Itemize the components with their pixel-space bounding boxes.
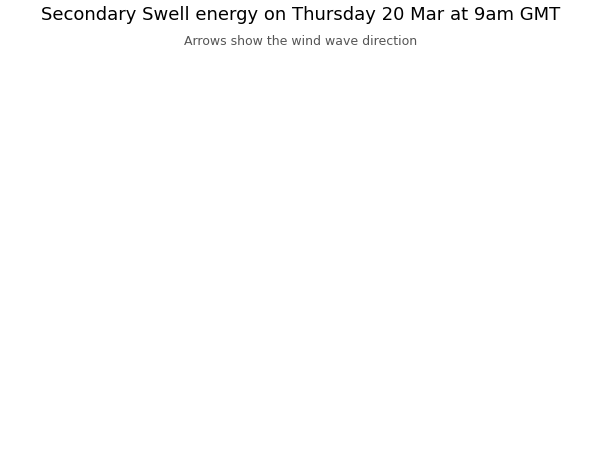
Text: Cartopy not available: Cartopy not available bbox=[181, 248, 420, 268]
Text: Secondary Swell energy on Thursday 20 Mar at 9am GMT: Secondary Swell energy on Thursday 20 Ma… bbox=[41, 6, 560, 24]
Text: Arrows show the wind wave direction: Arrows show the wind wave direction bbox=[184, 35, 417, 48]
